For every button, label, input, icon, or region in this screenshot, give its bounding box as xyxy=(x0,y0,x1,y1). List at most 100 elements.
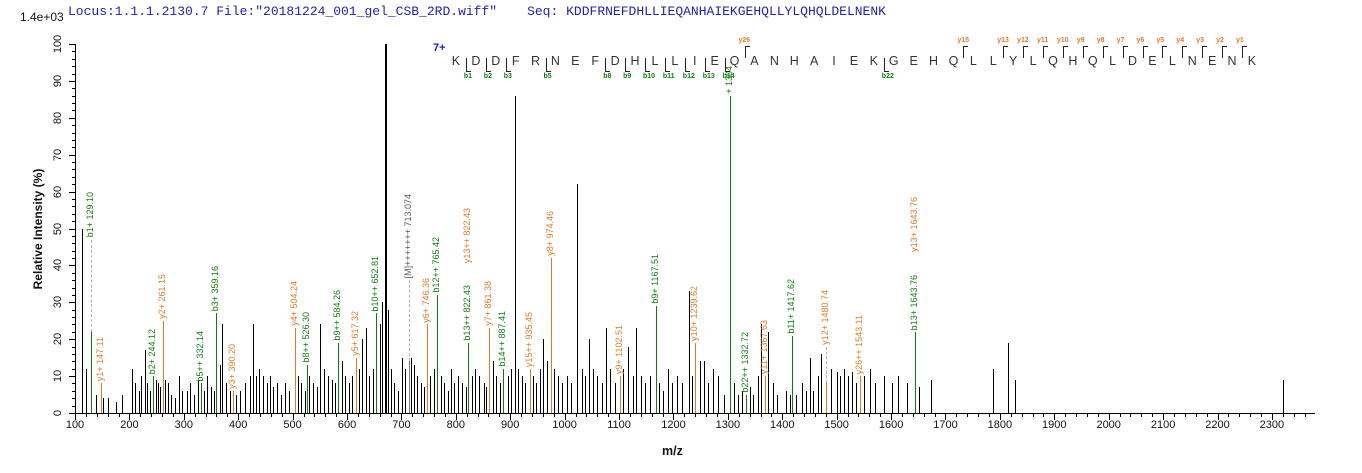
background-peak xyxy=(443,383,445,413)
x-minor-tick xyxy=(847,414,849,417)
x-tick-label: 100 xyxy=(65,419,85,431)
ladder-residue: R xyxy=(531,54,541,68)
ion-peak-y26 xyxy=(860,376,862,413)
background-peak xyxy=(645,383,647,413)
ion-label-b10: b10++ 652.81 xyxy=(369,255,380,312)
background-peak xyxy=(249,376,251,413)
background-peak xyxy=(558,376,560,413)
ion-label-stacked: y13++ 822.43 xyxy=(462,207,473,263)
y-cleavage-bracket xyxy=(1043,46,1048,58)
x-minor-tick xyxy=(423,414,425,417)
ion-label-b1: b1+ 129.10 xyxy=(84,192,95,238)
background-peak xyxy=(597,376,599,413)
y-ion-ladder-label: y4 xyxy=(1176,37,1185,44)
ladder-residue: L xyxy=(1029,54,1037,68)
background-peak xyxy=(768,331,770,413)
background-peak xyxy=(839,376,841,413)
background-peak xyxy=(394,383,396,413)
background-peak xyxy=(385,44,388,413)
background-peak xyxy=(521,376,523,413)
x-major-tick xyxy=(782,414,784,420)
ion-peak-y10 xyxy=(695,342,696,413)
background-peak xyxy=(327,376,329,413)
y-major-tick xyxy=(69,413,75,414)
background-peak xyxy=(158,383,160,413)
background-peak xyxy=(663,390,665,413)
x-minor-tick xyxy=(749,414,751,417)
label-connector xyxy=(408,280,410,362)
b-cleavage-bracket xyxy=(605,58,611,72)
background-peak xyxy=(659,383,661,413)
background-peak xyxy=(301,383,303,413)
y-minor-tick xyxy=(72,346,75,348)
ion-peak-b10 xyxy=(730,95,732,413)
x-major-tick xyxy=(891,414,893,420)
x-minor-tick xyxy=(1119,414,1121,417)
background-peak xyxy=(566,376,568,413)
x-minor-tick xyxy=(575,414,577,417)
x-tick-label: 1300 xyxy=(715,419,741,431)
background-peak xyxy=(214,390,216,413)
y-minor-tick xyxy=(72,162,75,164)
background-peak xyxy=(540,368,542,413)
x-tick-label: 2100 xyxy=(1150,419,1176,431)
background-peak xyxy=(742,390,743,413)
x-minor-tick xyxy=(956,414,958,417)
ion-label-M7: [M]+++++++ 713.074 xyxy=(402,193,413,279)
y-tick-label: 0 xyxy=(52,409,64,417)
background-peak xyxy=(430,376,432,413)
ion-label-y3: y3+ 390.20 xyxy=(226,344,237,389)
background-peak xyxy=(168,383,170,413)
background-peak xyxy=(649,376,651,413)
x-minor-tick xyxy=(793,414,795,417)
x-minor-tick xyxy=(259,414,261,417)
y-minor-tick xyxy=(72,324,75,326)
b-cleavage-bracket xyxy=(625,58,631,72)
ion-peak-b13 xyxy=(914,331,916,413)
background-peak xyxy=(869,368,871,413)
background-peak xyxy=(628,346,630,413)
y-minor-tick xyxy=(72,317,75,319)
ladder-residue: N xyxy=(550,54,560,68)
x-minor-tick xyxy=(629,414,631,417)
ion-peak-b11 xyxy=(791,335,793,413)
x-minor-tick xyxy=(978,414,980,417)
b-ion-ladder-label: b1 xyxy=(463,73,473,80)
x-minor-tick xyxy=(1043,414,1045,417)
background-peak xyxy=(244,383,246,413)
x-minor-tick xyxy=(771,414,773,417)
ion-peak-y6 xyxy=(426,324,428,413)
background-peak xyxy=(852,372,854,413)
background-peak xyxy=(276,383,278,413)
x-minor-tick xyxy=(1032,414,1034,417)
background-peak xyxy=(777,394,779,413)
ladder-residue: E xyxy=(571,54,580,68)
background-peak xyxy=(372,368,374,413)
ladder-residue: I xyxy=(693,54,697,68)
ion-peak-y8 xyxy=(550,258,552,413)
x-tick-label: 800 xyxy=(446,419,466,431)
background-peak xyxy=(288,390,290,413)
background-peak xyxy=(229,390,231,413)
plot-area: b1+ 129.10 y1+ 147.11 b2+ 244.12 y2+ 261.15… xyxy=(75,44,1310,413)
x-minor-tick xyxy=(357,414,359,417)
background-peak xyxy=(309,376,311,413)
y-minor-tick xyxy=(72,66,75,68)
x-minor-tick xyxy=(1250,414,1252,417)
background-peak xyxy=(856,383,858,413)
background-peak xyxy=(475,368,477,413)
y-cleavage-bracket xyxy=(1023,46,1029,58)
background-peak xyxy=(623,368,625,413)
ion-peak-b5 xyxy=(201,383,203,413)
background-peak xyxy=(401,357,403,413)
background-peak xyxy=(358,368,360,413)
background-peak xyxy=(86,368,88,413)
background-peak xyxy=(115,401,117,413)
ladder-residue: F xyxy=(511,54,520,68)
b-cleavage-bracket xyxy=(704,58,710,72)
x-minor-tick xyxy=(651,414,653,417)
background-peak xyxy=(672,383,674,413)
background-peak xyxy=(423,387,425,413)
x-tick-label: 1200 xyxy=(661,419,686,431)
